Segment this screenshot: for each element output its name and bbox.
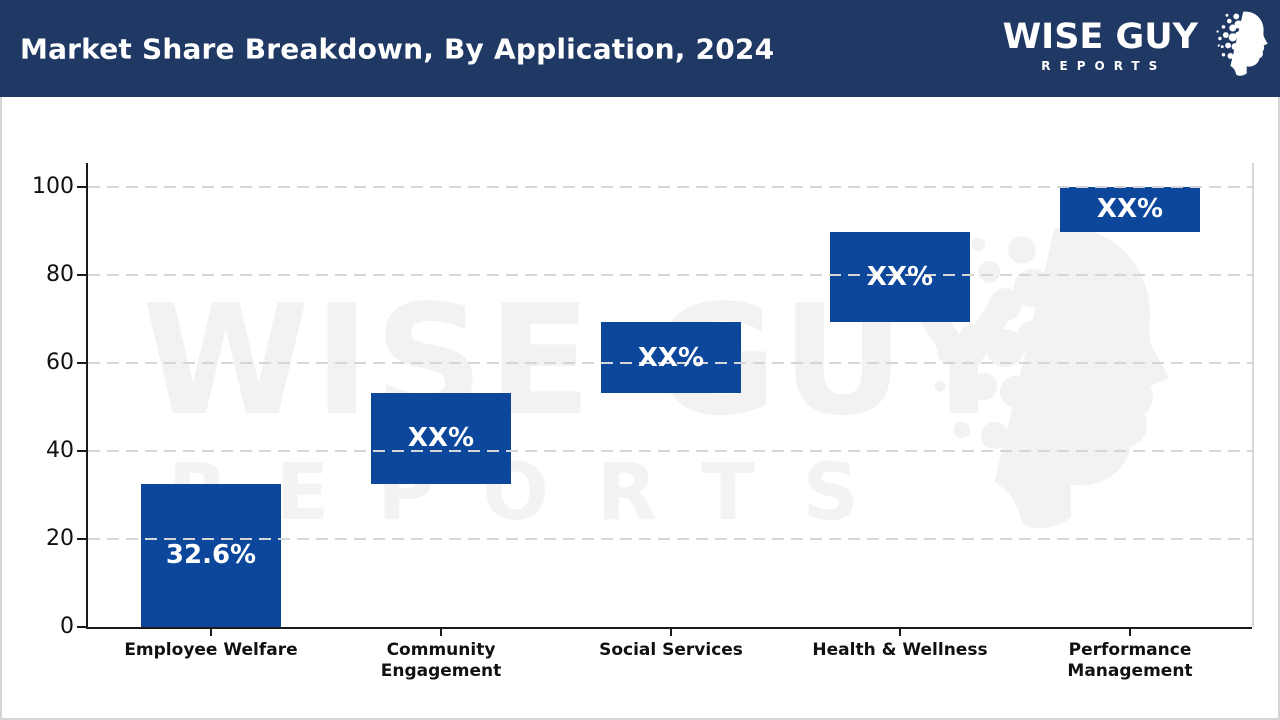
chart-title: Market Share Breakdown, By Application, … [20,32,775,65]
header-bar: Market Share Breakdown, By Application, … [0,0,1280,97]
y-axis-tick [77,274,86,276]
y-axis-tick-label: 0 [60,614,74,639]
x-axis-tick [670,629,672,636]
bar-2 [601,322,741,393]
x-axis-category-label: Performance Management [1067,640,1193,681]
y-axis-tick-label: 80 [46,262,74,287]
x-axis-category-label: Community Engagement [380,640,502,681]
x-axis-category-label: Health & Wellness [812,640,988,660]
logo-wordmark: WISE GUY [1002,17,1198,57]
page-border-left [0,97,2,720]
x-axis-tick [210,629,212,636]
wise-guy-logo: WISE GUY REPORTS [1002,17,1198,74]
bar-value-label: XX% [866,261,934,292]
y-axis-tick [77,626,86,628]
y-axis-tick [77,538,86,540]
page-border-right [1278,97,1280,720]
bar-value-label: XX% [1096,194,1164,225]
x-axis-line [86,627,1252,629]
bar-0 [141,483,281,627]
bar-1 [371,392,511,484]
x-axis-category-label: Social Services [599,640,743,660]
gridline-80 [88,274,1252,276]
gridline-40 [88,450,1252,452]
y-axis-tick-label: 60 [46,350,74,375]
bar-4 [1060,187,1200,232]
bar-value-label: 32.6% [165,540,257,571]
y-axis-tick [77,450,86,452]
y-axis-line [86,163,88,629]
logo-face-icon [1206,7,1270,81]
y-axis-tick-label: 20 [46,526,74,551]
page-border-bottom [0,718,1280,720]
x-axis-tick [440,629,442,636]
bar-value-label: XX% [407,423,475,454]
logo-subtitle: REPORTS [1041,59,1167,73]
x-axis-tick [899,629,901,636]
x-axis-category-label: Employee Welfare [124,640,298,660]
plot-right-border [1252,163,1254,627]
gridline-100 [88,186,1252,188]
y-axis-tick-label: 40 [46,438,74,463]
y-axis-tick [77,362,86,364]
y-axis-tick [77,186,86,188]
gridline-20 [88,538,1252,540]
x-axis-tick [1129,629,1131,636]
gridline-60 [88,362,1252,364]
y-axis-tick-label: 100 [32,174,74,199]
bar-3 [830,231,970,323]
bar-value-label: XX% [637,342,705,373]
